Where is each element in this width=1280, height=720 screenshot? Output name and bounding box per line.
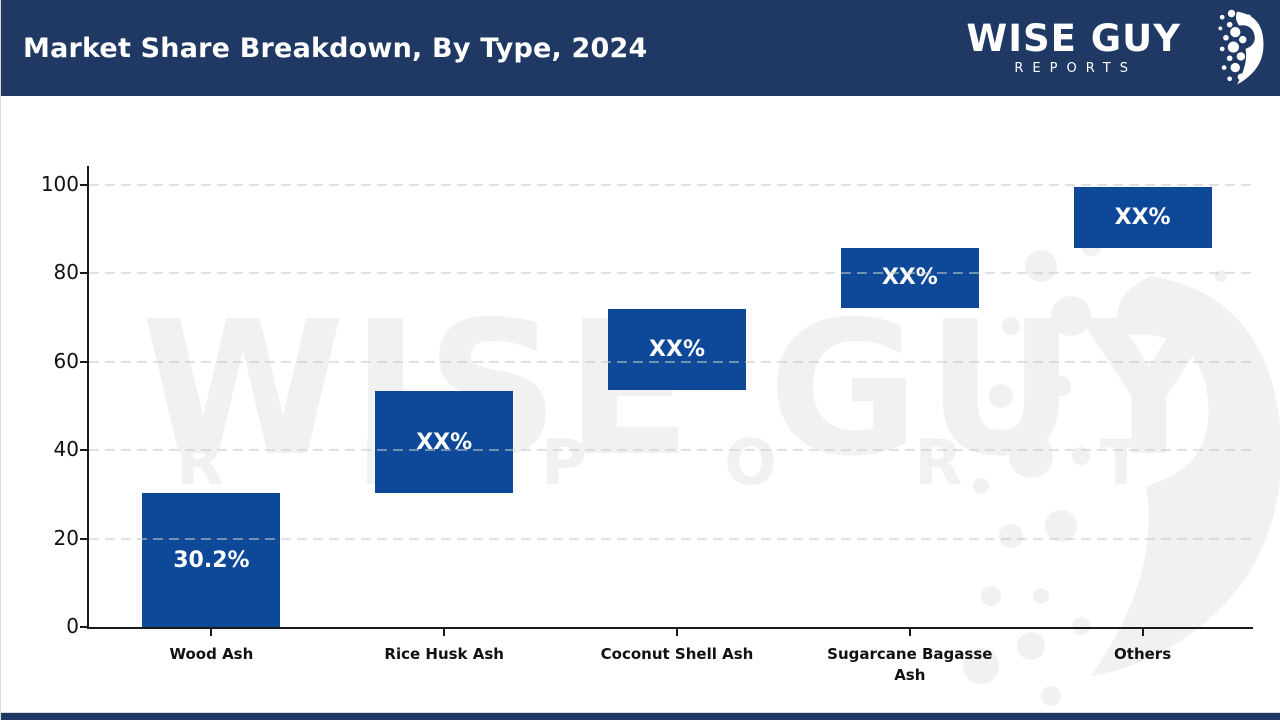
y-tick-label: 20 <box>53 525 79 550</box>
x-category-label: Others <box>1114 645 1172 663</box>
y-tick-label: 80 <box>53 260 79 284</box>
bar-others: XX% <box>1073 186 1212 248</box>
footer-bar <box>1 713 1280 720</box>
x-tick-mark <box>443 629 446 636</box>
bar-value-label: 30.2% <box>173 547 250 573</box>
y-tick-mark <box>80 183 87 186</box>
x-axis-line <box>87 627 1253 629</box>
gridline-100 <box>89 183 1253 186</box>
page-title: Market Share Breakdown, By Type, 2024 <box>23 32 648 64</box>
y-tick-label: 40 <box>53 437 79 461</box>
plot: 0 20 40 60 80 100 30.2% XX% XX% XX% XX% Wood Ash R… <box>41 166 1253 684</box>
logo-reports-text: REPORTS <box>1014 61 1137 76</box>
gridline-20 <box>89 537 1253 540</box>
bar-wood-ash: 30.2% <box>142 493 281 627</box>
y-tick-mark <box>80 449 87 451</box>
bottom-hairline <box>1 712 1280 713</box>
y-tick-mark <box>80 626 87 628</box>
gridline-40 <box>89 449 1253 451</box>
x-category-label: Sugarcane Bagasse Ash <box>827 645 993 684</box>
bar-coconut-shell-ash: XX% <box>608 308 746 390</box>
x-category-label: Coconut Shell Ash <box>600 645 754 663</box>
y-tick-label: 60 <box>53 348 79 373</box>
bar-value-label: XX% <box>881 265 938 291</box>
logo-head-icon <box>1218 9 1264 85</box>
y-tick-label: 100 <box>40 171 79 196</box>
y-tick-mark <box>80 272 87 274</box>
x-tick-mark <box>1141 629 1144 636</box>
y-tick-mark <box>80 360 87 363</box>
gridline-80 <box>89 272 1253 274</box>
bar-sugarcane-bagasse-ash: XX% <box>840 247 979 308</box>
bar-rice-husk-ash: XX% <box>375 390 514 494</box>
x-category-label: Rice Husk Ash <box>384 645 504 663</box>
gridline-60 <box>89 360 1253 363</box>
x-tick-mark <box>908 629 911 636</box>
y-axis-line <box>87 166 89 629</box>
bar-value-label: XX% <box>1114 204 1171 230</box>
logo-text: WISE GUY REPORTS <box>966 20 1181 76</box>
y-tick-label: 0 <box>66 614 79 638</box>
x-category-label: Wood Ash <box>169 645 254 663</box>
chart-area: WISE GUY R E P O R T S 0 20 40 60 80 100 <box>1 96 1280 713</box>
bar-value-label: XX% <box>649 336 705 362</box>
wiseguy-logo: WISE GUY REPORTS <box>966 6 1267 90</box>
y-tick-mark <box>80 537 87 540</box>
header-bar: Market Share Breakdown, By Type, 2024 WI… <box>1 0 1280 96</box>
x-tick-mark <box>210 629 213 636</box>
logo-wiseguy-text: WISE GUY <box>966 17 1181 60</box>
x-tick-mark <box>676 629 678 636</box>
